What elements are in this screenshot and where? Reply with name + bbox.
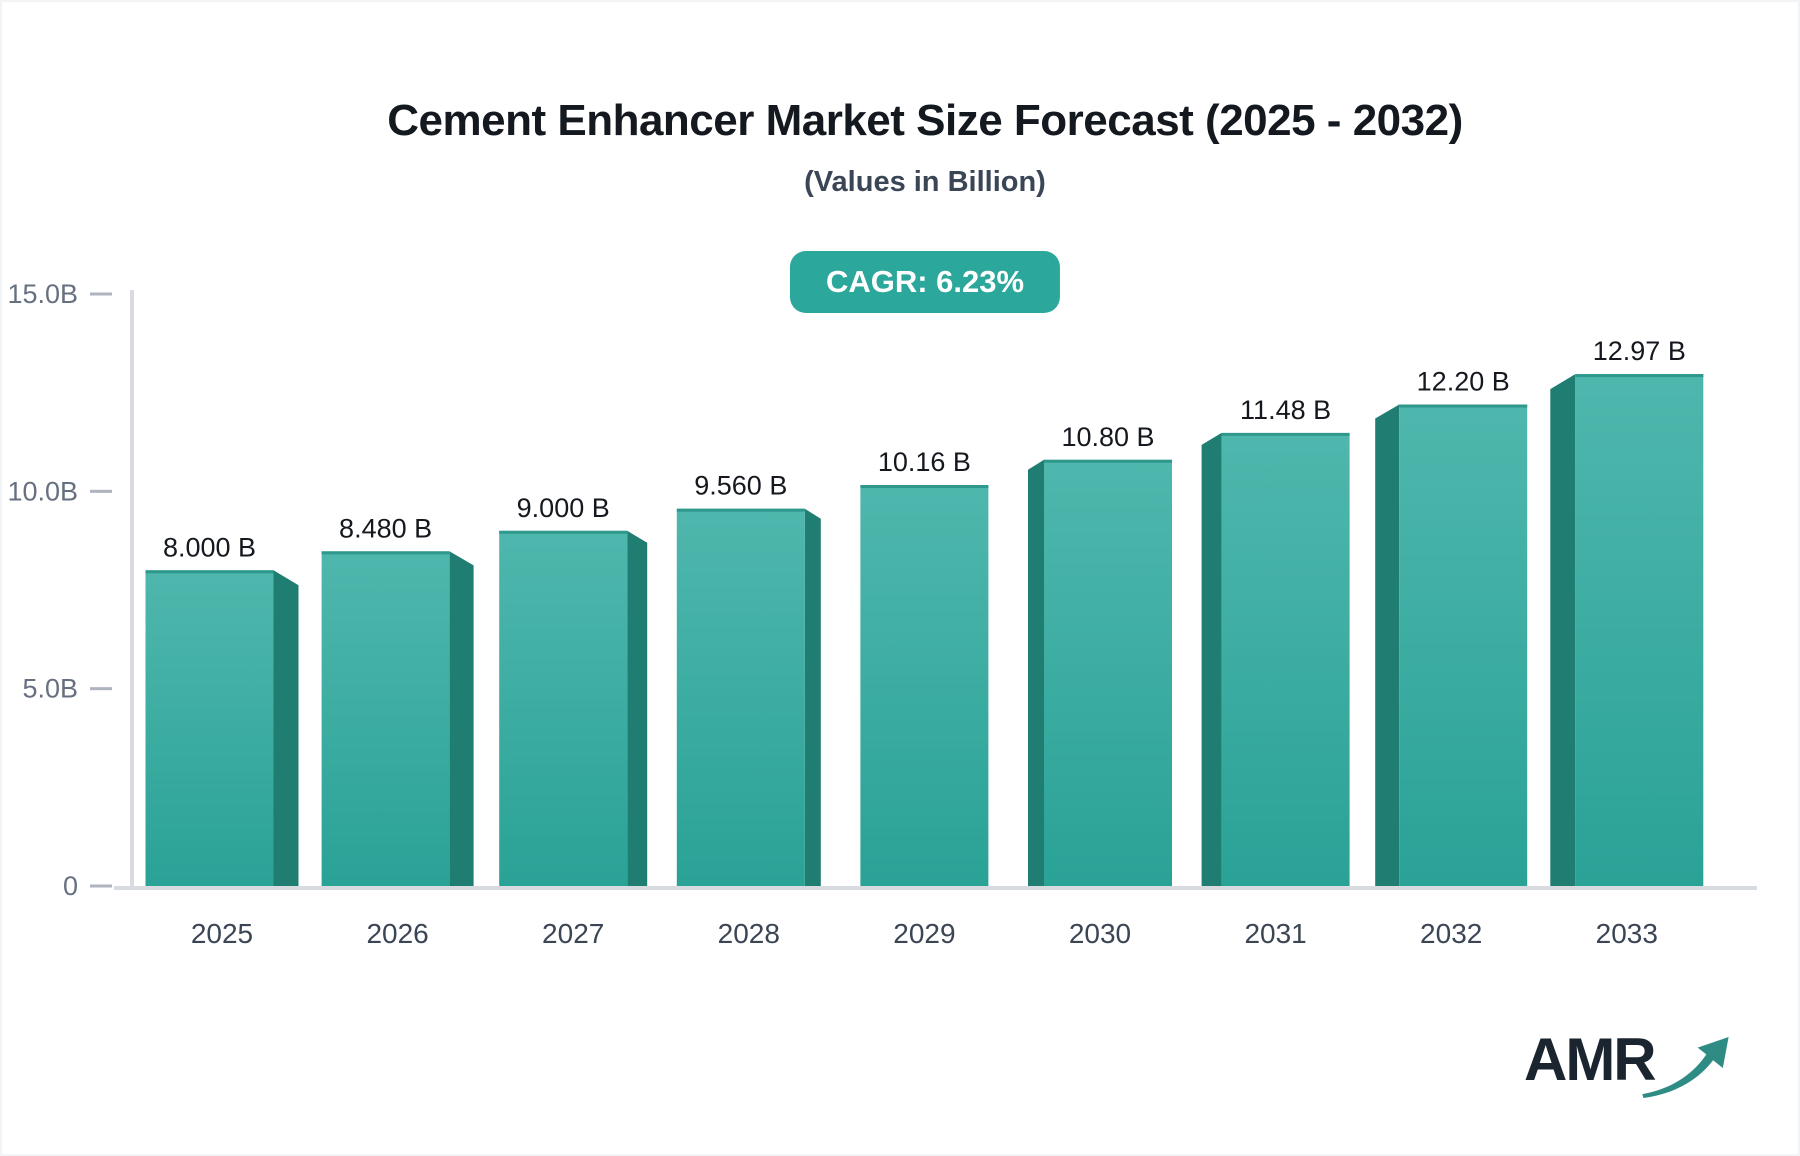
bar-side xyxy=(1028,459,1044,886)
bar-2032: 12.20 B 2032 xyxy=(1375,367,1528,949)
bar-2027: 9.000 B 2027 xyxy=(499,493,648,949)
bar-top-edge xyxy=(145,570,274,574)
chart-title: Cement Enhancer Market Size Forecast (20… xyxy=(387,96,1463,145)
x-category-label: 2031 xyxy=(1244,918,1306,949)
trend-up-arrow-icon xyxy=(1642,1036,1729,1098)
amr-logo-text: AMR xyxy=(1524,1026,1657,1093)
x-axis-line xyxy=(114,886,1757,890)
y-tick-dash xyxy=(90,489,112,493)
bar-2030: 10.80 B 2030 xyxy=(1028,422,1172,949)
bar-top-edge xyxy=(1399,404,1528,408)
bar-value-label: 8.000 B xyxy=(163,532,256,562)
bar-value-label: 10.16 B xyxy=(878,447,971,477)
bar-side xyxy=(273,570,299,886)
x-category-label: 2030 xyxy=(1069,918,1131,949)
x-category-label: 2033 xyxy=(1596,918,1658,949)
x-category-label: 2028 xyxy=(718,918,780,949)
y-axis-line xyxy=(130,290,134,890)
y-tick-dash xyxy=(90,687,112,691)
bar-value-label: 12.97 B xyxy=(1593,336,1686,366)
bar-face xyxy=(321,551,450,886)
bar-face xyxy=(676,508,805,886)
bar-side xyxy=(1375,404,1400,886)
chart-subtitle: (Values in Billion) xyxy=(804,166,1046,198)
bar-face xyxy=(145,570,274,886)
bar-2029: 10.16 B 2029 xyxy=(860,447,989,949)
y-tick-label: 15.0B xyxy=(7,279,78,309)
bar-side xyxy=(1201,432,1222,886)
amr-logo: AMR xyxy=(1524,1030,1731,1098)
bar-value-label: 9.560 B xyxy=(694,471,787,501)
bar-side xyxy=(1550,374,1576,886)
bar-2033: 12.97 B 2033 xyxy=(1550,336,1704,949)
bar-top-edge xyxy=(1044,459,1172,463)
x-category-label: 2025 xyxy=(191,918,253,949)
bar-value-label: 11.48 B xyxy=(1240,395,1331,425)
y-tick-label: 0 xyxy=(63,871,78,901)
x-category-label: 2032 xyxy=(1420,918,1482,949)
bar-face xyxy=(1044,459,1172,886)
bar-side xyxy=(449,551,474,886)
bar-value-label: 12.20 B xyxy=(1417,367,1510,397)
bar-face xyxy=(860,485,989,886)
bar-2026: 8.480 B 2026 xyxy=(321,513,474,949)
bar-side xyxy=(804,508,821,886)
bar-face xyxy=(1221,432,1350,886)
bar-top-edge xyxy=(1221,432,1350,436)
y-tick-dash xyxy=(90,884,112,888)
bar-face xyxy=(499,530,628,886)
x-category-label: 2026 xyxy=(366,918,428,949)
bar-top-edge xyxy=(1575,374,1704,378)
bar-value-label: 8.480 B xyxy=(339,513,432,543)
bar-2025: 8.000 B 2025 xyxy=(145,532,299,949)
bar-top-edge xyxy=(860,485,989,489)
bar-2031: 11.48 B 2031 xyxy=(1201,395,1350,949)
bar-value-label: 9.000 B xyxy=(517,493,610,523)
bar-top-edge xyxy=(321,551,450,555)
y-tick-dash xyxy=(90,292,112,296)
bar-top-edge xyxy=(676,508,805,512)
bar-face xyxy=(1399,404,1528,886)
y-tick-label: 5.0B xyxy=(22,674,78,704)
x-category-label: 2027 xyxy=(542,918,604,949)
x-category-label: 2029 xyxy=(893,918,955,949)
bar-2028: 9.560 B 2028 xyxy=(676,471,821,949)
bar-top-edge xyxy=(499,530,628,534)
bar-chart: 0 5.0B 10.0B 15.0B 8.000 B 2025 8.480 B 2026 9.0… xyxy=(7,279,1757,949)
bar-face xyxy=(1575,374,1704,886)
bar-side xyxy=(627,530,648,886)
y-tick-label: 10.0B xyxy=(7,476,78,506)
bar-value-label: 10.80 B xyxy=(1061,422,1154,452)
cagr-badge: CAGR: 6.23% xyxy=(789,251,1061,313)
